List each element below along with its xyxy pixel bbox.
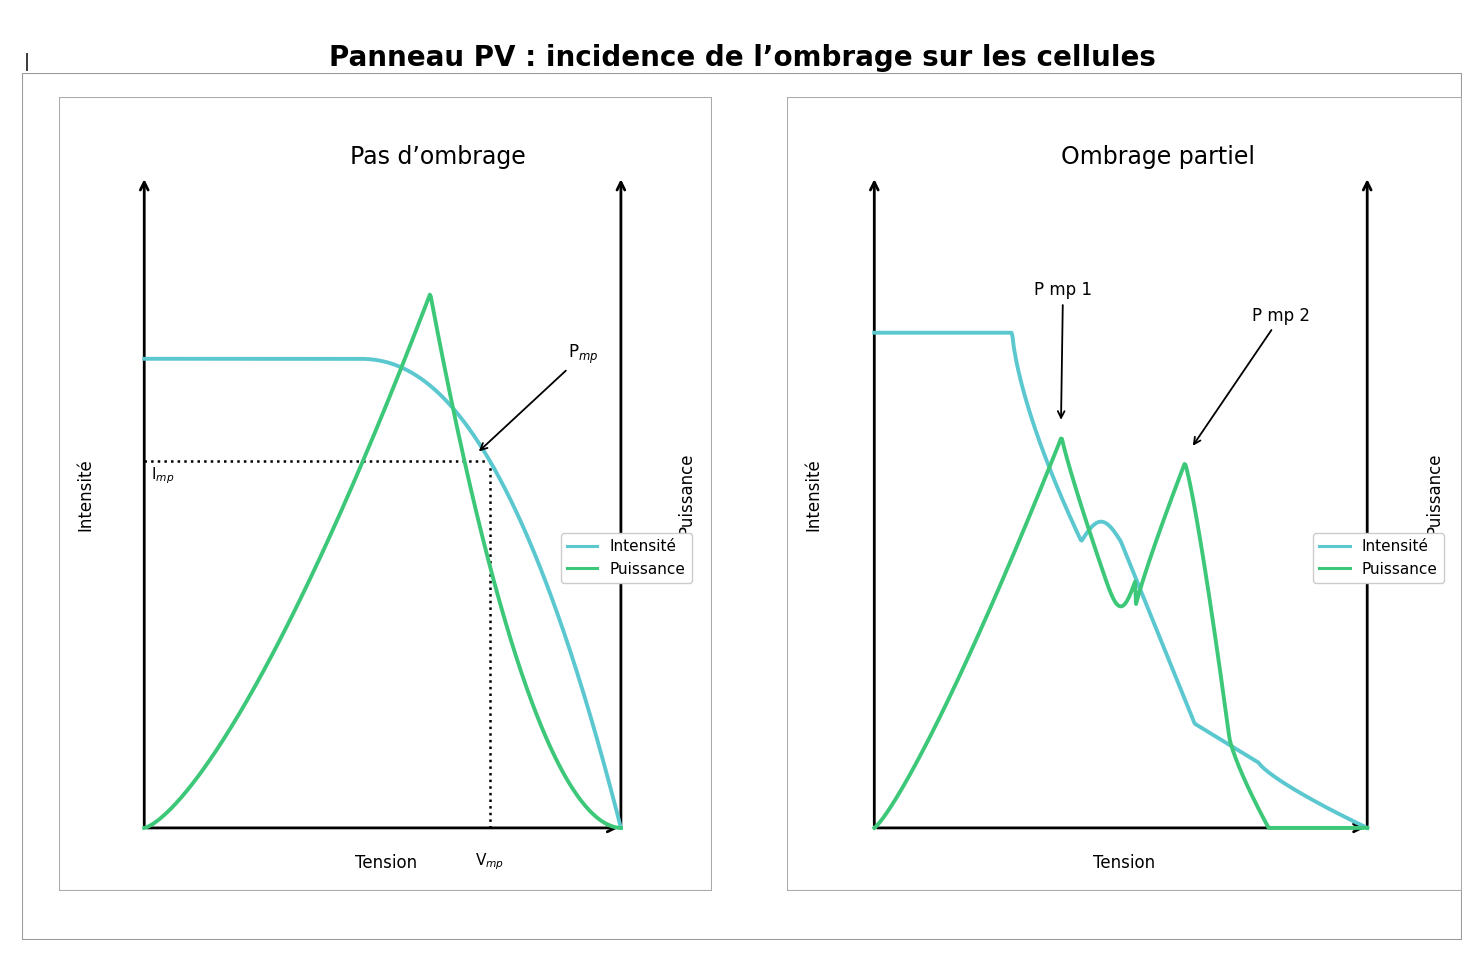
Text: P$_{mp}$: P$_{mp}$ — [481, 343, 598, 450]
Text: Pas d’ombrage: Pas d’ombrage — [350, 144, 525, 169]
Text: Puissance: Puissance — [1426, 453, 1444, 536]
Text: I$_{mp}$: I$_{mp}$ — [151, 465, 174, 485]
Text: Puissance: Puissance — [677, 453, 695, 536]
Text: Tension: Tension — [355, 854, 417, 872]
Text: Intensité: Intensité — [77, 457, 95, 531]
Text: Panneau PV : incidence de l’ombrage sur les cellules: Panneau PV : incidence de l’ombrage sur … — [328, 44, 1156, 72]
Legend: Intensité, Puissance: Intensité, Puissance — [561, 533, 692, 582]
Legend: Intensité, Puissance: Intensité, Puissance — [1313, 533, 1444, 582]
Text: P mp 2: P mp 2 — [1195, 307, 1310, 444]
Text: Ombrage partiel: Ombrage partiel — [1061, 144, 1255, 169]
Text: P mp 1: P mp 1 — [1034, 281, 1092, 418]
Text: Tension: Tension — [1094, 854, 1155, 872]
Text: |: | — [24, 53, 30, 72]
Text: V$_{mp}$: V$_{mp}$ — [475, 852, 505, 872]
Text: Intensité: Intensité — [804, 457, 822, 531]
